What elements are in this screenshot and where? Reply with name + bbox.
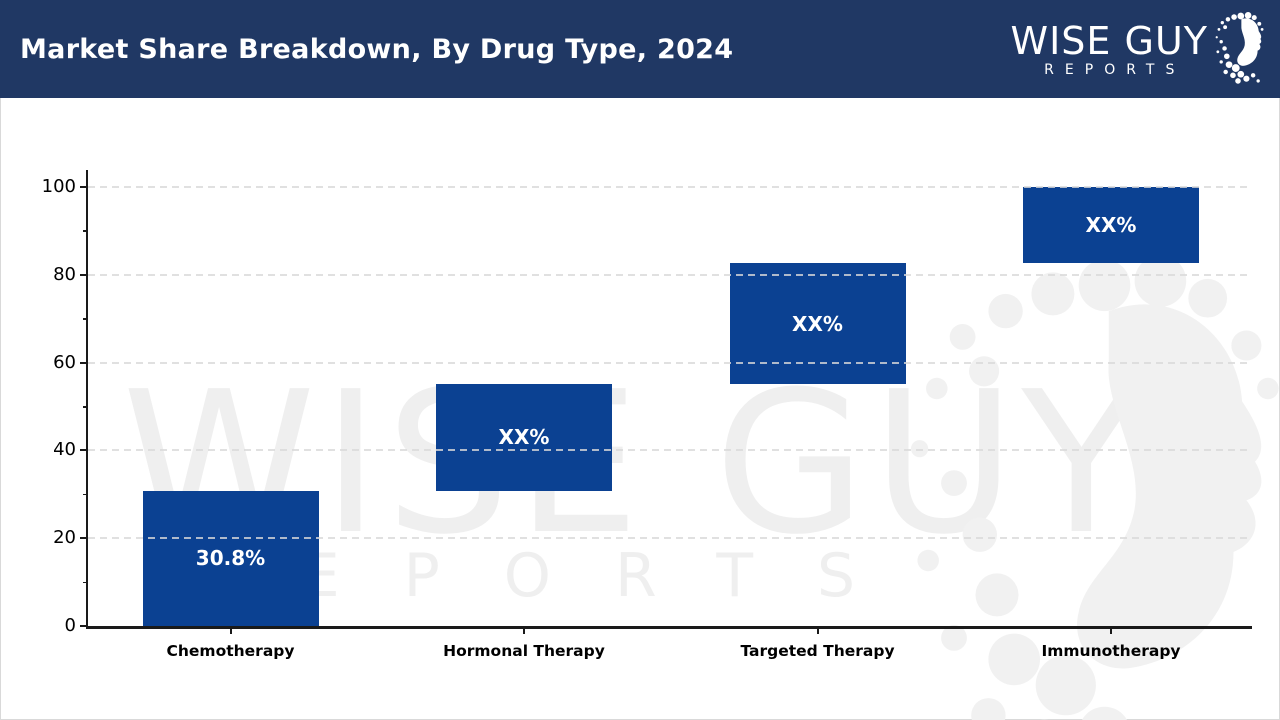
- gridline-y-20: [88, 537, 1252, 540]
- y-axis-line: [86, 170, 88, 629]
- x-tick-3: [816, 626, 819, 634]
- y-tick-0: [80, 625, 88, 627]
- y-minor-tick-70: [83, 318, 88, 320]
- bar-value-label: 30.8%: [195, 546, 266, 571]
- y-tick-label: 60: [53, 351, 76, 373]
- logo-wordmark: WISE GUY: [1010, 18, 1208, 63]
- y-tick-80: [80, 273, 88, 276]
- category-label-hormonal-therapy: Hormonal Therapy: [443, 642, 605, 660]
- category-label-chemotherapy: Chemotherapy: [166, 642, 295, 660]
- logo-subtitle: REPORTS: [1044, 61, 1186, 78]
- page-title: Market Share Breakdown, By Drug Type, 20…: [20, 33, 734, 65]
- bar-chemotherapy: 30.8%: [142, 490, 319, 626]
- x-axis-line: [86, 626, 1252, 629]
- category-label-immunotherapy: Immunotherapy: [1041, 642, 1181, 660]
- x-tick-2: [523, 626, 525, 634]
- y-tick-60: [80, 361, 88, 364]
- bar-value-label: XX%: [792, 311, 843, 336]
- y-tick-100: [80, 186, 88, 188]
- gridline-y-60: [88, 361, 1252, 364]
- y-tick-label: 40: [53, 439, 76, 461]
- chart-plot-area: WISE GUY REPORTS 0 20 40 60 80 100 30.8% Chemot…: [0, 98, 1280, 720]
- x-tick-4: [1110, 626, 1112, 634]
- wise-guy-reports-logo: WISE GUY REPORTS: [1011, 10, 1266, 88]
- gridline-y-100: [88, 186, 1252, 188]
- watermark-dotted-head-icon: [911, 258, 1279, 720]
- logo-text: WISE GUY REPORTS: [1011, 22, 1208, 77]
- category-label-targeted-therapy: Targeted Therapy: [740, 642, 895, 660]
- y-tick-label: 80: [53, 263, 76, 285]
- dotted-head-icon: [1215, 12, 1264, 84]
- gridline-y-80: [88, 273, 1252, 276]
- y-tick-label: 20: [53, 527, 76, 549]
- bar-immunotherapy: XX%: [1023, 187, 1199, 263]
- bar-value-label: XX%: [498, 425, 550, 450]
- y-minor-tick-50: [83, 406, 88, 408]
- y-minor-tick-10: [83, 581, 88, 584]
- y-tick-20: [80, 537, 88, 540]
- bar-hormonal-therapy: XX%: [436, 384, 612, 491]
- y-tick-40: [80, 449, 88, 452]
- y-minor-tick-90: [83, 230, 88, 232]
- y-tick-label: 0: [64, 615, 76, 636]
- y-tick-label: 100: [41, 176, 76, 197]
- header-bar: Market Share Breakdown, By Drug Type, 20…: [0, 0, 1280, 98]
- x-tick-1: [229, 626, 232, 634]
- gridline-y-40: [88, 449, 1252, 452]
- bar-targeted-therapy: XX%: [729, 262, 906, 385]
- bar-value-label: XX%: [1085, 212, 1137, 237]
- y-minor-tick-30: [83, 493, 88, 496]
